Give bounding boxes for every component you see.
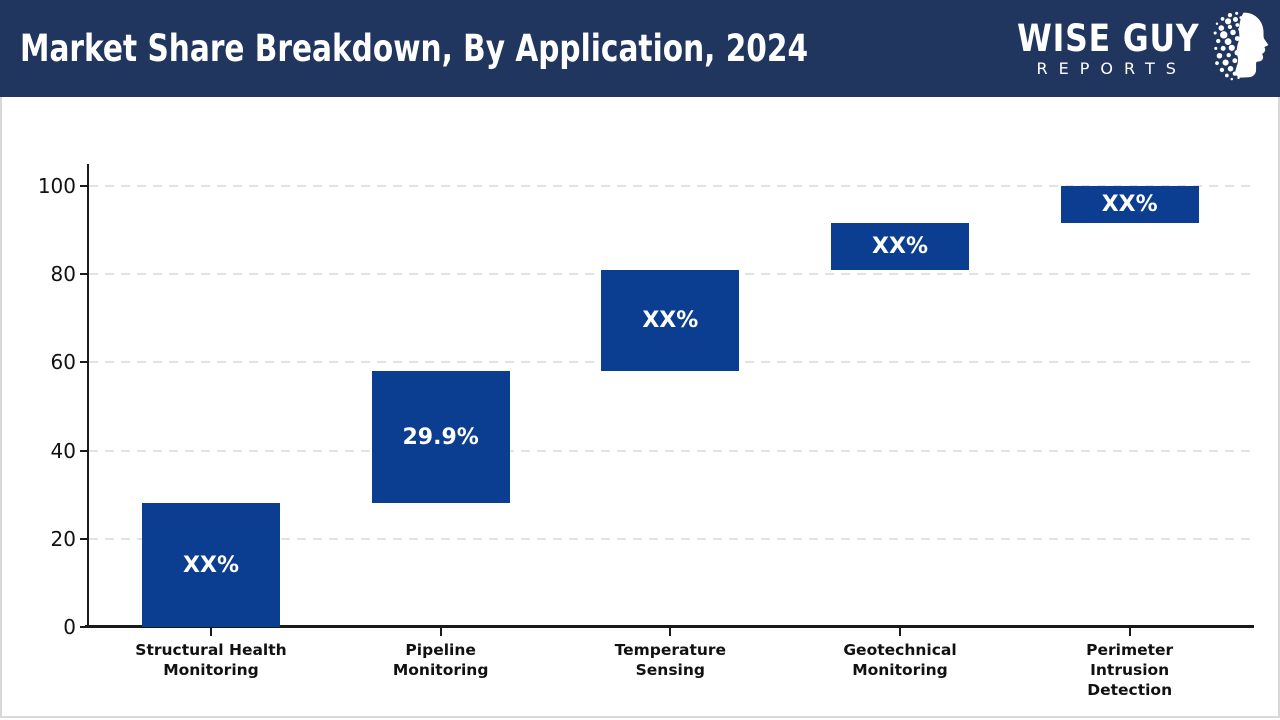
y-tick-20 xyxy=(80,537,88,540)
bar-value-label: 29.9% xyxy=(402,424,479,450)
bar-segment: XX% xyxy=(601,270,740,372)
y-tick-label-40: 40 xyxy=(50,438,76,463)
y-axis-line xyxy=(87,164,89,628)
bar-value-label: XX% xyxy=(642,308,699,334)
y-tick-0 xyxy=(80,626,88,628)
logo-subtext: REPORTS xyxy=(1036,59,1187,79)
x-tick xyxy=(439,628,442,636)
logo-wordmark: WISE GUY xyxy=(1017,16,1200,60)
bar-segment: XX% xyxy=(142,503,280,627)
bar-value-label: XX% xyxy=(183,552,239,578)
x-axis-line xyxy=(85,625,1254,628)
gridline-40 xyxy=(89,449,1254,452)
category-label: Structural Health Monitoring xyxy=(135,641,287,679)
y-tick-100 xyxy=(80,185,88,187)
gridline-20 xyxy=(89,537,1254,540)
y-tick-label-20: 20 xyxy=(50,526,76,551)
bar-segment: XX% xyxy=(1060,186,1199,224)
brand-logo: WISE GUY REPORTS xyxy=(1001,6,1272,92)
bar-value-label: XX% xyxy=(872,234,928,260)
bar-segment: 29.9% xyxy=(371,371,510,504)
x-tick xyxy=(899,628,901,636)
chart-title: Market Share Breakdown, By Application, … xyxy=(20,27,809,70)
y-tick-label-80: 80 xyxy=(50,262,76,287)
gridline-100 xyxy=(89,185,1254,187)
y-tick-80 xyxy=(80,273,88,276)
bar-segment: XX% xyxy=(831,223,969,271)
header: Market Share Breakdown, By Application, … xyxy=(0,0,1280,97)
x-tick xyxy=(669,628,672,636)
y-tick-label-0: 0 xyxy=(63,615,76,639)
y-tick-label-100: 100 xyxy=(37,174,76,198)
x-tick xyxy=(1128,628,1131,636)
category-label: Perimeter Intrusion Detection xyxy=(1086,641,1174,699)
category-label: Pipeline Monitoring xyxy=(392,641,489,679)
y-tick-label-60: 60 xyxy=(50,350,76,375)
bar-value-label: XX% xyxy=(1101,192,1158,218)
category-label: Geotechnical Monitoring xyxy=(843,641,957,679)
y-tick-40 xyxy=(80,449,88,452)
category-label: Temperature Sensing xyxy=(614,641,727,679)
x-tick xyxy=(210,628,212,636)
y-tick-60 xyxy=(80,361,88,364)
